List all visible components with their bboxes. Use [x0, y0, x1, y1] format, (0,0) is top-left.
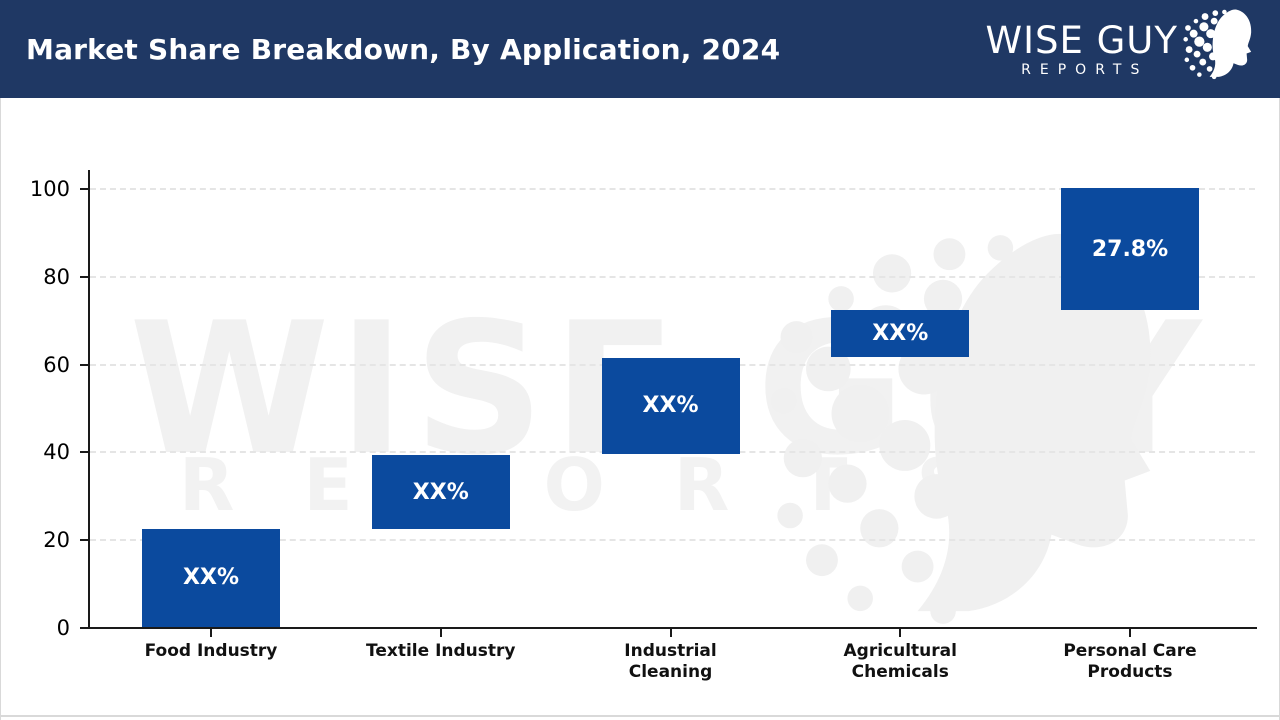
y-tick-label-40: 40: [43, 440, 70, 465]
wiseguy-logo: WISE GUY REPORTS: [986, 6, 1254, 92]
y-tick-label-80: 80: [43, 264, 70, 289]
page-title: Market Share Breakdown, By Application, …: [26, 32, 781, 66]
bar-label-textile-industry: XX%: [412, 479, 469, 505]
y-tick-0: [80, 627, 88, 629]
x-tick-textile-industry: [439, 629, 442, 637]
x-category-label-textile-industry: Textile Industry: [366, 641, 516, 661]
bar-textile-industry: XX%: [371, 454, 510, 530]
x-tick-personal-care-products: [1129, 629, 1131, 637]
bar-label-food-industry: XX%: [183, 565, 239, 591]
y-tick-label-60: 60: [43, 352, 70, 377]
header-bar: Market Share Breakdown, By Application, …: [0, 0, 1280, 98]
x-tick-food-industry: [210, 629, 212, 637]
gridline-100: [90, 188, 1255, 190]
bar-industrial-cleaning: XX%: [601, 357, 740, 455]
x-tick-agricultural-chemicals: [899, 629, 902, 637]
y-tick-label-100: 100: [29, 177, 70, 201]
y-tick-80: [80, 275, 88, 278]
bar-agricultural-chemicals: XX%: [831, 309, 970, 357]
y-tick-label-0: 0: [56, 616, 70, 640]
gridline-80: [90, 275, 1255, 278]
bar-food-industry: XX%: [142, 528, 280, 627]
bar-personal-care-products: 27.8%: [1061, 188, 1199, 311]
bar-label-personal-care-products: 27.8%: [1091, 236, 1169, 262]
logo-wordmark: WISE GUY: [985, 18, 1178, 62]
x-category-label-food-industry: Food Industry: [144, 641, 278, 661]
x-tick-industrial-cleaning: [669, 629, 672, 637]
bar-label-industrial-cleaning: XX%: [642, 393, 699, 419]
x-category-label-personal-care-products: Personal Care Products: [1063, 641, 1197, 683]
y-tick-40: [80, 451, 88, 454]
y-tick-20: [80, 539, 88, 542]
gridline-20: [90, 539, 1255, 542]
y-axis: [88, 170, 90, 629]
y-tick-60: [80, 363, 88, 366]
x-axis: [88, 627, 1257, 629]
wiseguy-logo-text: WISE GUY REPORTS: [986, 22, 1178, 77]
y-tick-100: [80, 188, 88, 190]
x-category-label-agricultural-chemicals: Agricultural Chemicals: [843, 641, 957, 683]
bar-label-agricultural-chemicals: XX%: [872, 320, 929, 346]
y-tick-label-20: 20: [43, 528, 70, 553]
logo-subtext: REPORTS: [1021, 61, 1149, 78]
x-category-label-industrial-cleaning: Industrial Cleaning: [624, 641, 717, 683]
